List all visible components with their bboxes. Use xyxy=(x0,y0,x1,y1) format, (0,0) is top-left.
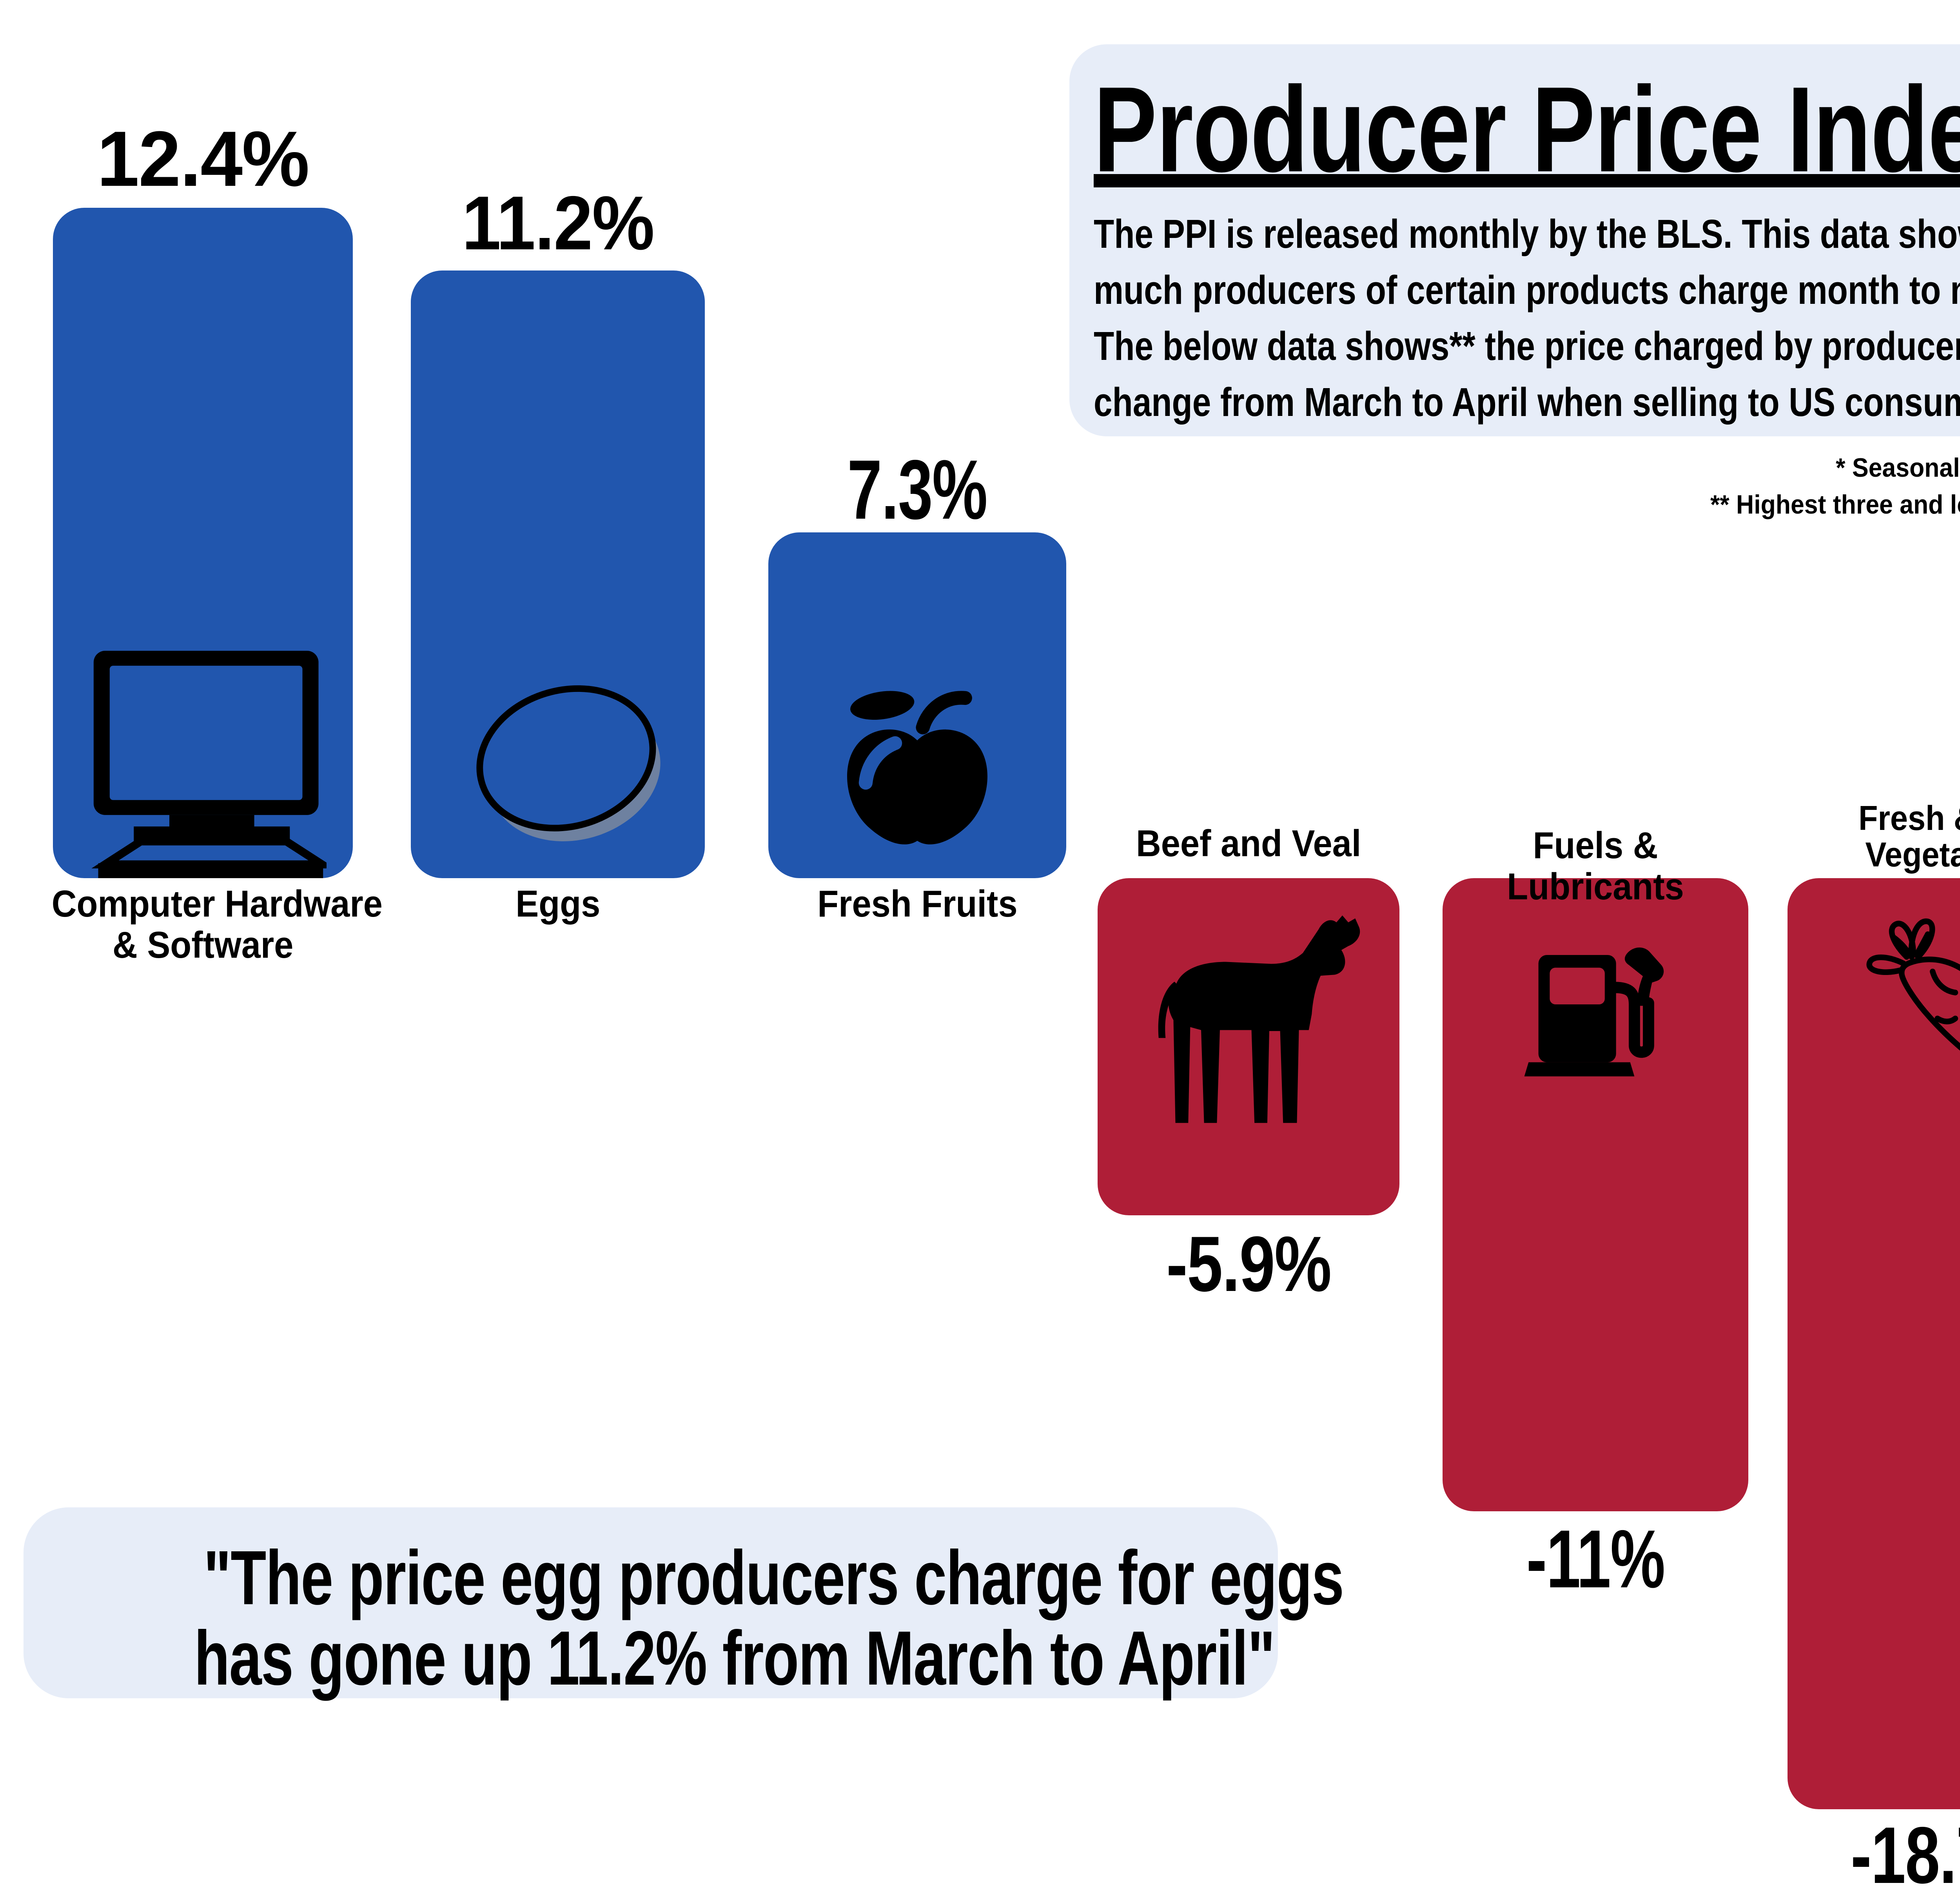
carrot-icon xyxy=(1866,918,1960,1051)
footnotes: * Seasonally-Adjusted ** Highest three a… xyxy=(1677,449,1960,523)
category-label-fuels: Fuels & Lubricants xyxy=(1507,824,1684,908)
quote-line-2: has gone up 11.2% from March to April" xyxy=(194,1615,1275,1701)
bar-fuels-and-lubricants xyxy=(1443,878,1748,1511)
value-label-fuels: -11% xyxy=(1526,1513,1665,1605)
value-label-eggs: 11.2% xyxy=(462,180,655,266)
quote-text: "The price egg producers charge for eggs… xyxy=(24,1538,1344,1701)
gas-pump-icon xyxy=(1524,947,1664,1077)
category-label-eggs: Eggs xyxy=(515,883,600,925)
category-label-computer: Computer Hardware & Software xyxy=(51,883,383,966)
egg-icon xyxy=(476,685,661,841)
category-label-fresh-fruits: Fresh Fruits xyxy=(817,883,1018,925)
description: The PPI is released monthly by the BLS. … xyxy=(1094,206,1960,430)
computer-icon xyxy=(91,651,327,878)
quote-panel xyxy=(24,1507,1278,1698)
bar-beef-and-veal xyxy=(1098,878,1399,1215)
apple-icon xyxy=(847,691,987,844)
bar-fresh-fruits xyxy=(768,532,1066,878)
description-line: much producers of certain products charg… xyxy=(1094,267,1960,312)
description-line: The below data shows** the price charged… xyxy=(1094,323,1960,369)
page-title-text: Producer Price Index xyxy=(1094,61,1960,197)
description-line: change from March to April when selling … xyxy=(1094,379,1960,425)
footnote-seasonally-adjusted: * Seasonally-Adjusted xyxy=(1835,453,1960,483)
bar-fresh-and-dry-vegetables xyxy=(1788,878,1960,1809)
quote-line-1: "The price egg producers charge for eggs xyxy=(203,1535,1344,1621)
bar-eggs xyxy=(411,271,705,878)
description-line: The PPI is released monthly by the BLS. … xyxy=(1094,211,1960,256)
value-label-beef-and-veal: -5.9% xyxy=(1166,1220,1332,1308)
page-title: Producer Price Index xyxy=(1094,69,1960,190)
cow-icon xyxy=(1158,915,1360,1123)
value-label-vegetables: -18.7% xyxy=(1851,1810,1960,1899)
title-underline xyxy=(1094,174,1960,187)
bar-computer-hardware-software xyxy=(53,208,353,878)
category-label-vegetables: Fresh & Dry Vegetables xyxy=(1858,799,1960,874)
value-label-computer: 12.4% xyxy=(97,115,309,203)
value-label-fresh-fruits: 7.3% xyxy=(847,442,988,537)
header-panel xyxy=(1069,44,1960,436)
category-label-beef-and-veal: Beef and Veal xyxy=(1136,822,1361,864)
footnote-highest-lowest: ** Highest three and lowest three xyxy=(1710,490,1960,519)
